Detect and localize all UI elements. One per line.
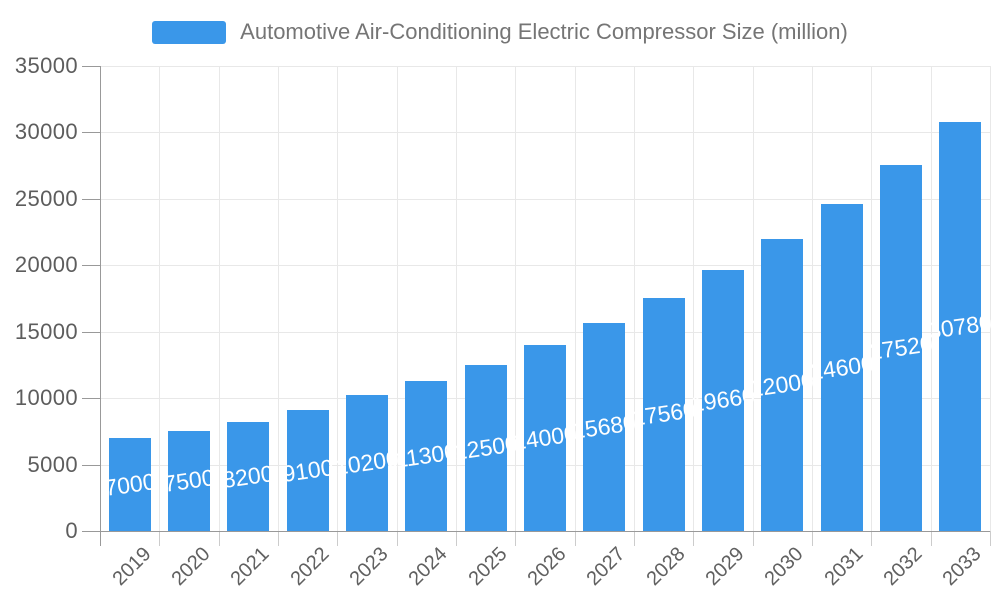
x-tick-label: 2024	[404, 543, 452, 591]
v-gridline	[752, 66, 754, 531]
x-tick-label: 2027	[582, 543, 630, 591]
x-axis-tick	[693, 531, 695, 546]
bar[interactable]	[880, 165, 922, 531]
h-gridline	[100, 66, 990, 67]
x-axis-tick	[634, 531, 635, 546]
v-gridline	[693, 66, 695, 531]
bar[interactable]	[227, 422, 270, 531]
bar[interactable]	[346, 395, 388, 531]
v-gridline	[574, 66, 576, 531]
y-tick-label: 15000	[14, 318, 78, 344]
y-tick-label: 25000	[14, 185, 78, 211]
y-axis-tick	[82, 198, 100, 200]
legend-item[interactable]: Automotive Air-Conditioning Electric Com…	[0, 18, 1000, 46]
x-tick-label: 2022	[286, 543, 334, 591]
x-axis-tick	[752, 531, 754, 546]
v-gridline	[218, 66, 220, 531]
x-axis-tick	[396, 531, 398, 546]
x-axis-tick	[515, 531, 517, 546]
h-gridline	[100, 331, 990, 333]
x-axis-tick	[337, 531, 339, 546]
y-tick-label: 30000	[14, 119, 78, 145]
y-axis-tick	[82, 331, 100, 333]
v-gridline	[871, 66, 873, 531]
x-axis-tick	[812, 531, 813, 546]
v-gridline	[278, 66, 279, 531]
y-tick-label: 0	[65, 518, 78, 543]
x-axis-tick	[456, 531, 457, 546]
bar[interactable]	[583, 322, 626, 531]
y-axis-tick	[82, 132, 100, 134]
bar[interactable]	[761, 238, 804, 531]
x-axis-line	[100, 531, 990, 532]
bar[interactable]	[820, 204, 863, 531]
bar[interactable]	[524, 345, 566, 531]
v-gridline	[337, 66, 339, 531]
bar[interactable]	[168, 431, 210, 531]
bar[interactable]	[286, 410, 329, 531]
x-axis-tick	[218, 531, 220, 546]
x-axis-tick	[159, 531, 161, 546]
y-axis-tick	[82, 265, 100, 267]
y-tick-label: 10000	[14, 385, 78, 411]
y-tick-label: 5000	[27, 451, 78, 477]
x-tick-label: 2020	[167, 543, 215, 591]
x-tick-label: 2032	[879, 543, 927, 591]
x-tick-label: 2029	[701, 543, 749, 591]
x-tick-label: 2019	[108, 543, 156, 591]
x-tick-label: 2030	[760, 543, 808, 591]
bar[interactable]	[642, 297, 685, 531]
x-axis-tick	[278, 531, 279, 546]
v-gridline	[456, 66, 457, 531]
x-tick-label: 2028	[642, 543, 690, 591]
bar[interactable]	[405, 380, 448, 531]
y-axis-line	[100, 66, 101, 546]
h-gridline	[100, 265, 990, 267]
x-axis-tick	[574, 531, 576, 546]
y-tick-label: 35000	[14, 53, 78, 78]
h-gridline	[100, 132, 990, 134]
bar[interactable]	[464, 364, 507, 531]
y-axis-tick	[82, 66, 100, 67]
legend-label: Automotive Air-Conditioning Electric Com…	[240, 19, 848, 44]
v-gridline	[990, 66, 991, 531]
v-gridline	[159, 66, 161, 531]
x-tick-label: 2026	[523, 543, 571, 591]
y-axis-tick	[82, 464, 100, 466]
x-axis-tick	[930, 531, 932, 546]
legend-swatch	[152, 20, 227, 44]
x-tick-label: 2023	[345, 543, 393, 591]
bar[interactable]	[702, 269, 744, 531]
x-tick-label: 2021	[226, 543, 274, 591]
bar[interactable]	[939, 122, 982, 531]
x-axis-tick	[871, 531, 873, 546]
y-tick-label: 20000	[14, 252, 78, 278]
v-gridline	[396, 66, 398, 531]
v-gridline	[930, 66, 932, 531]
bar[interactable]	[108, 438, 151, 531]
x-tick-label: 2025	[464, 543, 512, 591]
y-axis-tick	[82, 531, 100, 532]
h-gridline	[100, 198, 990, 200]
v-gridline	[634, 66, 635, 531]
x-axis-tick	[990, 531, 991, 546]
v-gridline	[515, 66, 517, 531]
v-gridline	[812, 66, 813, 531]
x-tick-label: 2031	[820, 543, 868, 591]
y-axis-tick	[82, 398, 100, 400]
x-tick-label: 2033	[938, 543, 986, 591]
